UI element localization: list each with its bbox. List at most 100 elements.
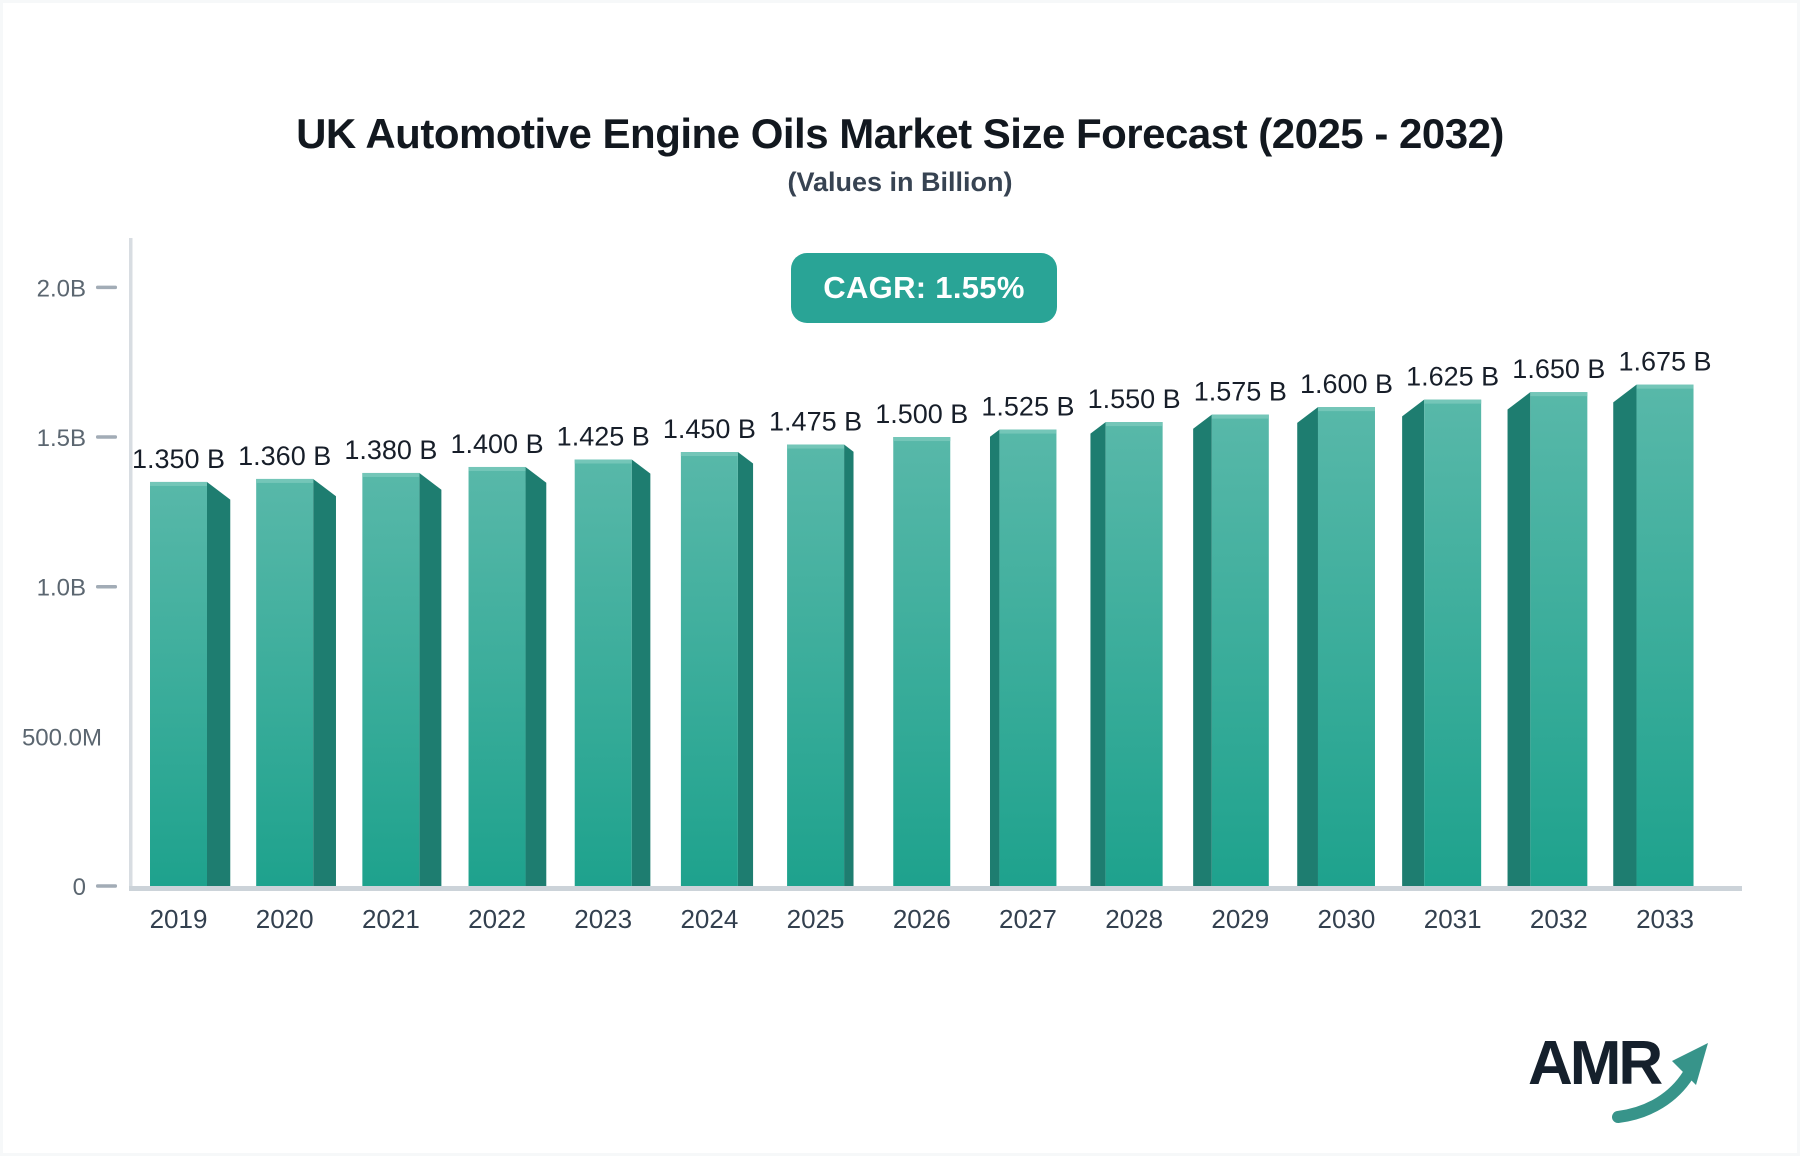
bar-value-label: 1.550 B xyxy=(1088,384,1181,414)
x-axis-label: 2025 xyxy=(787,904,845,934)
bar-face xyxy=(574,459,632,886)
bar-value-label: 1.475 B xyxy=(769,407,862,437)
bar-top-highlight xyxy=(999,429,1057,434)
amr-logo: AMR xyxy=(1528,1033,1728,1128)
bar-2032: 1.650 B 2032 xyxy=(1507,354,1605,934)
bar-2027: 1.525 B 2027 xyxy=(981,392,1074,934)
bar-value-label: 1.400 B xyxy=(451,429,544,459)
bar-2023: 1.425 B 2023 xyxy=(557,421,651,934)
bar-top-highlight xyxy=(787,444,845,449)
bar-2021: 1.380 B 2021 xyxy=(344,435,442,934)
x-axis-label: 2028 xyxy=(1105,904,1163,934)
bar-side-face xyxy=(1507,392,1531,886)
bar-face xyxy=(468,466,526,886)
bar-top-highlight xyxy=(574,459,632,464)
bar-value-label: 1.525 B xyxy=(981,392,1074,422)
bar-2020: 1.360 B 2020 xyxy=(238,441,336,934)
bar-top-highlight xyxy=(1105,422,1163,427)
cagr-badge: CAGR: 1.55% xyxy=(791,253,1057,323)
bar-value-label: 1.600 B xyxy=(1300,369,1393,399)
bar-side-face xyxy=(631,459,651,886)
bar-side-face xyxy=(1193,414,1212,886)
bar-value-label: 1.350 B xyxy=(132,444,225,474)
bar-2029: 1.575 B 2029 xyxy=(1193,377,1287,934)
x-axis-label: 2021 xyxy=(362,904,420,934)
x-axis-label: 2019 xyxy=(150,904,208,934)
y-axis-label: 2.0B xyxy=(37,275,86,302)
bar-2030: 1.600 B 2030 xyxy=(1297,369,1393,934)
y-axis-line xyxy=(129,238,133,891)
bar-face xyxy=(256,478,314,886)
bar-side-face xyxy=(525,466,547,886)
bar-side-face xyxy=(313,478,336,886)
amr-logo-text: AMR xyxy=(1528,1029,1663,1098)
bar-face xyxy=(1105,422,1163,886)
bar-value-label: 1.380 B xyxy=(344,435,437,465)
bar-side-face xyxy=(844,444,854,886)
bar-value-label: 1.575 B xyxy=(1194,377,1287,407)
bar-face xyxy=(999,429,1057,886)
x-axis-label: 2027 xyxy=(999,904,1057,934)
bar-face xyxy=(787,444,845,886)
bar-value-label: 1.675 B xyxy=(1618,347,1711,377)
x-axis-label: 2023 xyxy=(574,904,632,934)
bar-face xyxy=(150,481,207,886)
page: UK Automotive Engine Oils Market Size Fo… xyxy=(3,3,1797,1153)
bar-top-highlight xyxy=(1211,414,1269,419)
bar-value-label: 1.360 B xyxy=(238,441,331,471)
bar-top-highlight xyxy=(256,478,314,483)
bar-top-highlight xyxy=(150,481,207,486)
bar-side-face xyxy=(1297,407,1318,886)
y-tick-dash xyxy=(96,435,117,439)
bar-face xyxy=(362,472,420,886)
y-axis-label: 1.0B xyxy=(37,575,86,602)
bar-value-label: 1.500 B xyxy=(875,399,968,429)
bar-top-highlight xyxy=(893,437,951,442)
bar-face xyxy=(1530,392,1588,886)
bar-side-face xyxy=(1090,422,1106,886)
bar-face xyxy=(1317,407,1375,886)
bar-face xyxy=(893,437,951,886)
bar-2019: 1.350 B 2019 xyxy=(132,444,231,934)
chart-title: UK Automotive Engine Oils Market Size Fo… xyxy=(296,110,1504,157)
x-axis-label: 2033 xyxy=(1636,904,1694,934)
bar-top-highlight xyxy=(1530,392,1588,397)
bar-top-highlight xyxy=(680,452,738,457)
bar-2026: 1.500 B 2026 xyxy=(875,399,968,934)
y-axis-label: 1.5B xyxy=(37,425,86,452)
bar-2033: 1.675 B 2033 xyxy=(1613,347,1712,934)
bar-side-face xyxy=(737,452,754,886)
x-axis-line xyxy=(129,886,1742,891)
bar-chart: 1.350 B 2019 1.360 B 2020 1.380 B 2021 1.400 B… xyxy=(22,238,1742,934)
y-tick-dash xyxy=(96,285,117,290)
bar-2031: 1.625 B 2031 xyxy=(1402,362,1499,934)
bar-top-highlight xyxy=(1424,399,1482,404)
bar-side-face xyxy=(1402,399,1425,886)
bar-top-highlight xyxy=(468,466,526,471)
bar-side-face xyxy=(1613,384,1637,886)
x-axis-label: 2022 xyxy=(468,904,526,934)
x-axis-label: 2030 xyxy=(1318,904,1376,934)
bar-value-label: 1.650 B xyxy=(1512,354,1605,384)
bar-2024: 1.450 B 2024 xyxy=(663,414,756,934)
bar-side-face xyxy=(207,481,231,886)
x-axis-label: 2026 xyxy=(893,904,951,934)
bar-value-label: 1.625 B xyxy=(1406,362,1499,392)
bar-face xyxy=(1424,399,1482,886)
bar-2025: 1.475 B 2025 xyxy=(769,407,862,934)
bar-face xyxy=(1211,414,1269,886)
x-axis-label: 2020 xyxy=(256,904,314,934)
bar-top-highlight xyxy=(1317,407,1375,412)
bar-top-highlight xyxy=(1636,384,1694,389)
bar-top-highlight xyxy=(362,472,420,477)
y-axis-label: 0 xyxy=(73,874,86,901)
y-axis-label: 500.0M xyxy=(22,724,102,751)
bar-side-face xyxy=(989,429,1000,886)
x-axis-label: 2029 xyxy=(1211,904,1269,934)
bar-side-face xyxy=(419,472,442,886)
bar-value-label: 1.425 B xyxy=(557,421,650,451)
bar-face xyxy=(680,452,738,886)
bar-2028: 1.550 B 2028 xyxy=(1088,384,1181,934)
bar-2022: 1.400 B 2022 xyxy=(451,429,547,934)
y-tick-dash xyxy=(96,884,117,888)
